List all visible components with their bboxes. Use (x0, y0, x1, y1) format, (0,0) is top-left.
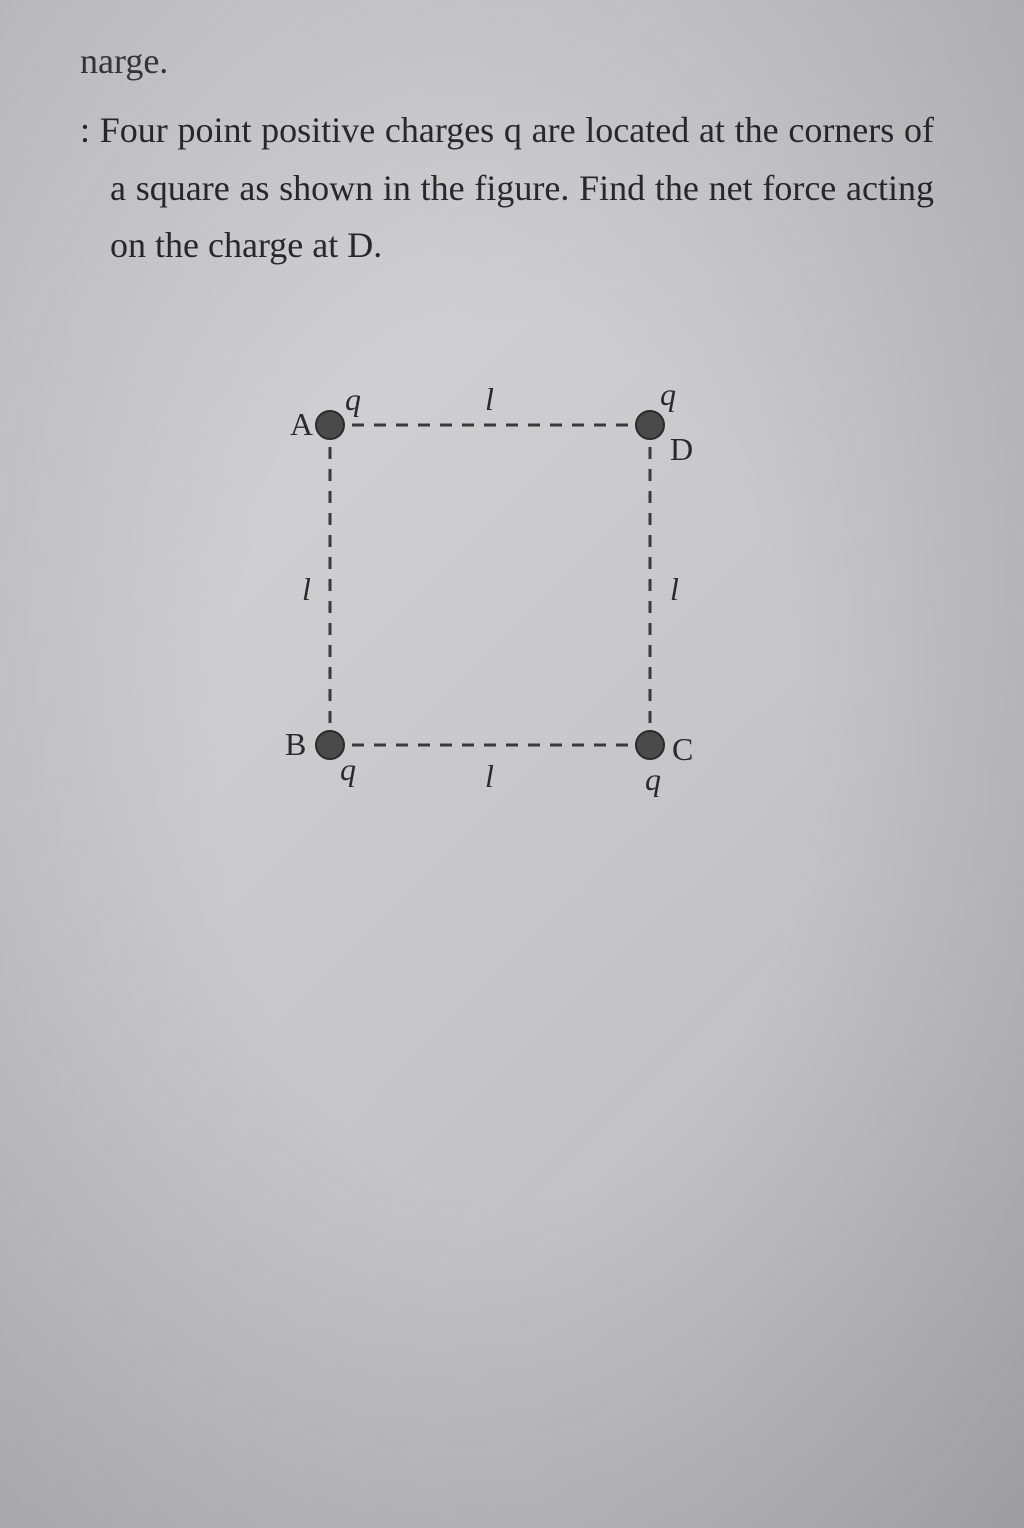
edge-label-bottom: l (485, 758, 494, 794)
diagram-svg: A q D q B q C q l l l l (240, 335, 740, 835)
charge-dot-a (316, 411, 344, 439)
corner-label-b: B (285, 726, 306, 762)
problem-statement: : Four point positive charges q are loca… (60, 102, 964, 275)
edge-label-top: l (485, 381, 494, 417)
charge-dot-d (636, 411, 664, 439)
edge-label-left: l (302, 571, 311, 607)
charge-dot-c (636, 731, 664, 759)
edge-label-right: l (670, 571, 679, 607)
charge-label-a: q (345, 381, 361, 417)
charge-label-d: q (660, 376, 676, 412)
corner-label-d: D (670, 431, 693, 467)
problem-body: Four point positive charges q are locate… (100, 110, 934, 265)
page-content: narge. : Four point positive charges q a… (0, 0, 1024, 1528)
problem-prefix: : (80, 110, 90, 150)
charge-diagram: A q D q B q C q l l l l (240, 335, 740, 835)
corner-label-c: C (672, 731, 693, 767)
fragment-text: narge. (60, 40, 964, 82)
charge-label-c: q (645, 761, 661, 797)
charge-label-b: q (340, 751, 356, 787)
corner-label-a: A (290, 406, 313, 442)
